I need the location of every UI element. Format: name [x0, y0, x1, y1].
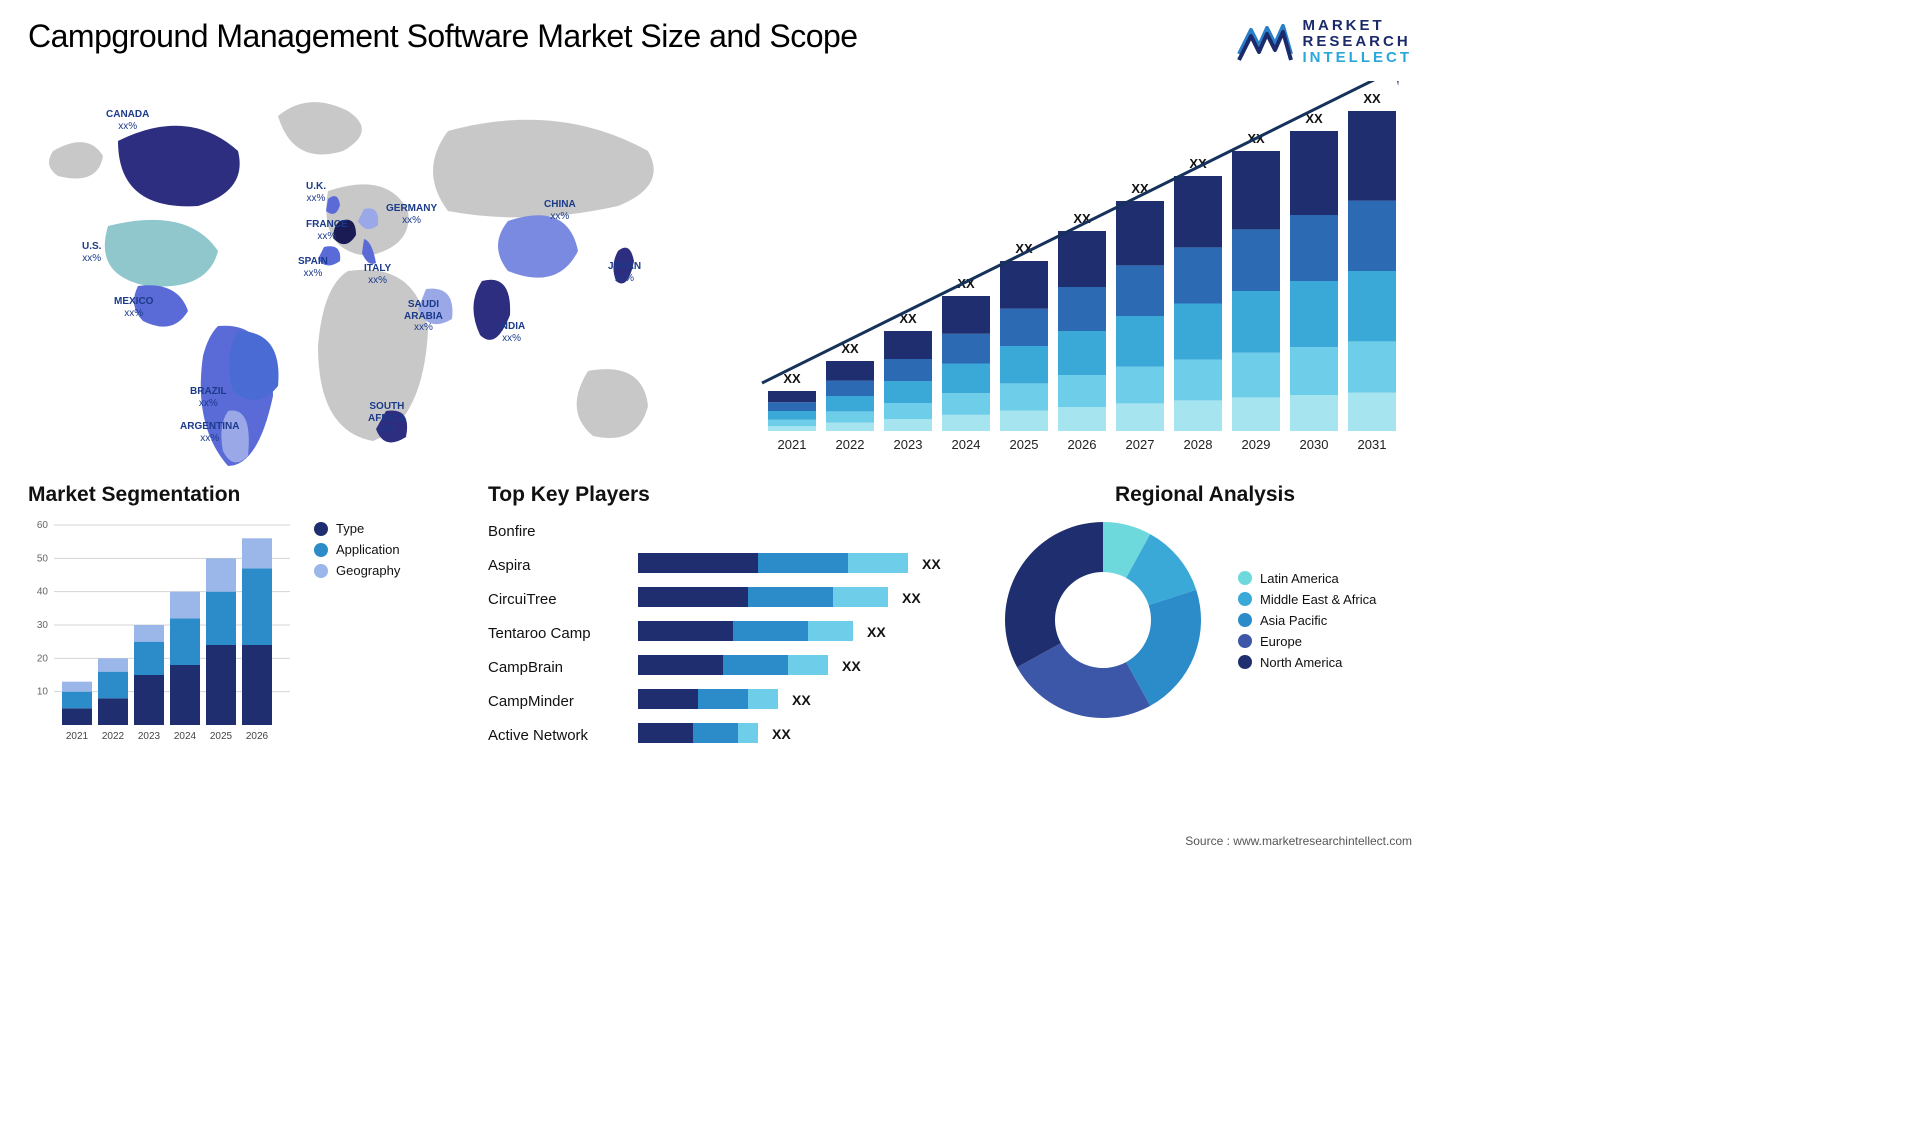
svg-text:2029: 2029	[1242, 437, 1271, 452]
player-bonfire: Bonfire	[488, 515, 628, 549]
seg-legend-application: Application	[314, 542, 400, 557]
svg-text:40: 40	[37, 587, 49, 598]
players-title: Top Key Players	[488, 483, 968, 507]
map-label-india: INDIAxx%	[498, 321, 525, 344]
regional-legend: Latin America Middle East & Africa Asia Pa…	[1238, 565, 1376, 676]
segmentation-title: Market Segmentation	[28, 483, 458, 507]
map-label-germany: GERMANYxx%	[386, 203, 437, 226]
map-label-argentina: ARGENTINAxx%	[180, 421, 239, 444]
svg-text:XX: XX	[842, 658, 861, 674]
svg-text:2025: 2025	[210, 731, 233, 742]
player-campminder: CampMinder	[488, 685, 628, 719]
svg-text:2023: 2023	[138, 731, 161, 742]
segmentation-chart: 10 20 30 40 50 60 2021 2022 2023 2024 2025 2026	[28, 515, 296, 749]
svg-text:XX: XX	[1363, 91, 1381, 106]
map-label-canada: CANADAxx%	[106, 109, 149, 132]
svg-text:2021: 2021	[66, 731, 89, 742]
region-north-america: North America	[1238, 655, 1376, 670]
svg-text:2028: 2028	[1184, 437, 1213, 452]
map-label-u-s-: U.S.xx%	[82, 241, 101, 264]
player-circuitree: CircuiTree	[488, 583, 628, 617]
svg-text:2023: 2023	[894, 437, 923, 452]
region-middle-east-africa: Middle East & Africa	[1238, 592, 1376, 607]
world-map: CANADAxx% U.S.xx% MEXICOxx% BRAZILxx% ARGENT…	[28, 71, 708, 471]
brand-line3: INTELLECT	[1303, 50, 1413, 66]
map-label-south-africa: SOUTHAFRICAxx%	[368, 401, 406, 436]
svg-text:10: 10	[37, 687, 49, 698]
svg-text:20: 20	[37, 654, 49, 665]
map-label-japan: JAPANxx%	[608, 261, 641, 284]
map-label-saudi-arabia: SAUDIARABIAxx%	[404, 299, 443, 334]
segmentation-legend: Type Application Geography	[314, 515, 400, 749]
svg-text:60: 60	[37, 520, 49, 531]
player-active-network: Active Network	[488, 719, 628, 753]
svg-text:XX: XX	[792, 692, 811, 708]
svg-text:2024: 2024	[174, 731, 197, 742]
svg-text:2025: 2025	[1010, 437, 1039, 452]
region-europe: Europe	[1238, 634, 1376, 649]
svg-text:2026: 2026	[1068, 437, 1097, 452]
source-credit: Source : www.marketresearchintellect.com	[1185, 834, 1412, 848]
svg-text:XX: XX	[922, 556, 941, 572]
svg-text:2021: 2021	[778, 437, 807, 452]
brand-logo: MARKET RESEARCH INTELLECT	[1237, 18, 1413, 65]
svg-text:XX: XX	[772, 726, 791, 742]
map-label-italy: ITALYxx%	[364, 263, 391, 286]
svg-text:2022: 2022	[836, 437, 865, 452]
main-bar-chart: XX2021XX2022XX2023XX2024XX2025XX2026XX20…	[748, 71, 1428, 471]
svg-text:2027: 2027	[1126, 437, 1155, 452]
players-chart: XX XX XX XX XX XX	[638, 515, 958, 745]
region-latin-america: Latin America	[1238, 571, 1376, 586]
brand-line1: MARKET	[1303, 18, 1413, 34]
svg-text:XX: XX	[783, 371, 801, 386]
map-label-france: FRANCExx%	[306, 219, 348, 242]
svg-text:2026: 2026	[246, 731, 269, 742]
player-aspira: Aspira	[488, 549, 628, 583]
map-label-china: CHINAxx%	[544, 199, 576, 222]
region-asia-pacific: Asia Pacific	[1238, 613, 1376, 628]
player-tentaroo-camp: Tentaroo Camp	[488, 617, 628, 651]
svg-text:XX: XX	[867, 624, 886, 640]
svg-text:30: 30	[37, 620, 49, 631]
seg-legend-type: Type	[314, 521, 400, 536]
map-label-mexico: MEXICOxx%	[114, 296, 153, 319]
seg-legend-geography: Geography	[314, 563, 400, 578]
player-campbrain: CampBrain	[488, 651, 628, 685]
page-title: Campground Management Software Market Si…	[28, 18, 858, 55]
svg-text:2024: 2024	[952, 437, 981, 452]
svg-text:2022: 2022	[102, 731, 125, 742]
map-label-u-k-: U.K.xx%	[306, 181, 326, 204]
svg-text:2030: 2030	[1300, 437, 1329, 452]
map-label-brazil: BRAZILxx%	[190, 386, 227, 409]
players-list: BonfireAspiraCircuiTreeTentaroo CampCamp…	[488, 515, 628, 753]
regional-title: Regional Analysis	[998, 483, 1412, 507]
brand-line2: RESEARCH	[1303, 34, 1413, 50]
svg-text:XX: XX	[902, 590, 921, 606]
map-label-spain: SPAINxx%	[298, 256, 328, 279]
regional-donut	[998, 515, 1208, 725]
svg-text:2031: 2031	[1358, 437, 1387, 452]
svg-text:50: 50	[37, 554, 49, 565]
